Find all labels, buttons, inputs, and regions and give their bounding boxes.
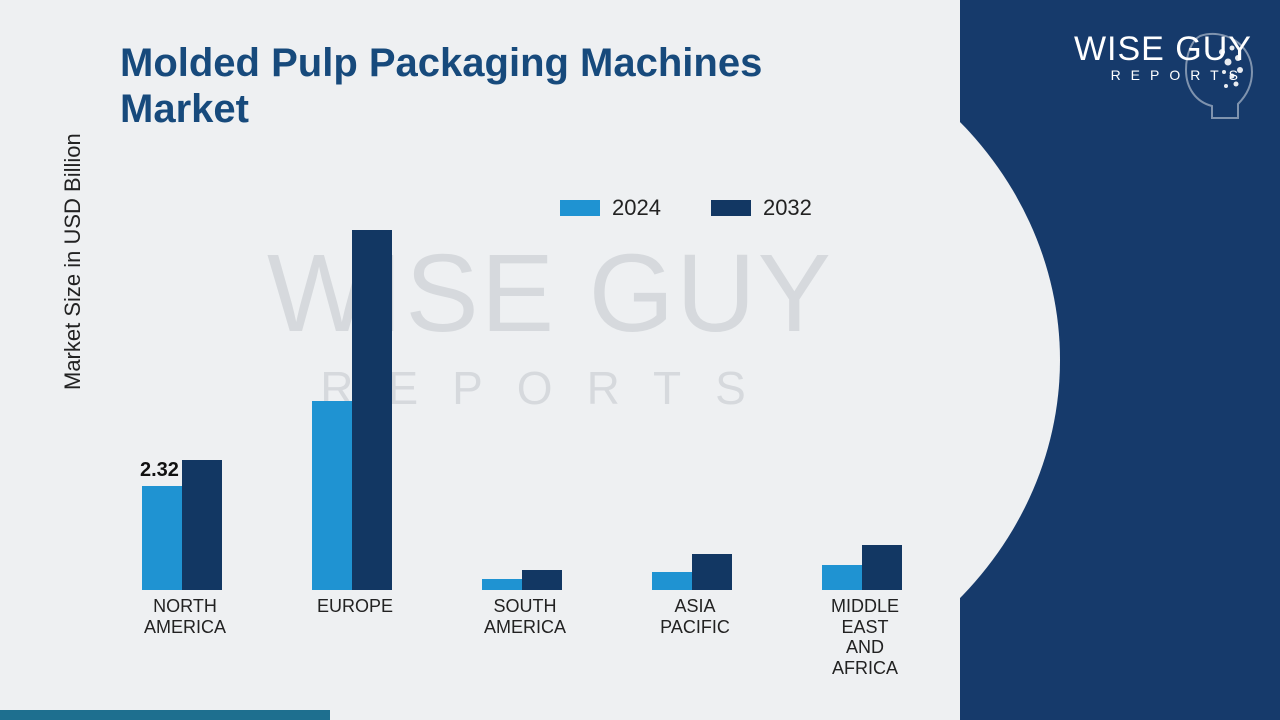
x-label-ap: ASIA PACIFIC bbox=[630, 596, 760, 637]
bar-mea-2032 bbox=[862, 545, 902, 590]
bar-na-2032 bbox=[182, 460, 222, 591]
bar-eu-2032 bbox=[352, 230, 392, 590]
bar-sa-2024 bbox=[482, 579, 522, 590]
bar-mea-2024 bbox=[822, 565, 862, 590]
legend-item-2032: 2032 bbox=[711, 195, 812, 221]
legend-label-2024: 2024 bbox=[612, 195, 661, 221]
bar-ap-2024 bbox=[652, 572, 692, 590]
bar-eu-2024 bbox=[312, 401, 352, 590]
bar-na-2024 bbox=[142, 486, 182, 590]
x-label-sa: SOUTH AMERICA bbox=[460, 596, 590, 637]
logo-head-icon bbox=[1178, 30, 1258, 120]
legend-label-2032: 2032 bbox=[763, 195, 812, 221]
bar-sa-2032 bbox=[522, 570, 562, 590]
x-label-mea: MIDDLE EAST AND AFRICA bbox=[800, 596, 930, 679]
value-label-na-a: 2.32 bbox=[140, 459, 179, 482]
x-label-na: NORTH AMERICA bbox=[120, 596, 250, 637]
y-axis-label: Market Size in USD Billion bbox=[60, 133, 86, 390]
legend: 2024 2032 bbox=[560, 195, 812, 221]
brand-logo: WISE GUY REPORTS bbox=[1074, 30, 1252, 83]
footer-strip bbox=[0, 710, 330, 720]
legend-item-2024: 2024 bbox=[560, 195, 661, 221]
chart-plot-area: 2.32 bbox=[120, 230, 940, 590]
chart-title: Molded Pulp Packaging Machines Market bbox=[120, 40, 820, 132]
legend-swatch-2032 bbox=[711, 200, 751, 216]
x-label-eu: EUROPE bbox=[290, 596, 420, 617]
legend-swatch-2024 bbox=[560, 200, 600, 216]
bar-ap-2032 bbox=[692, 554, 732, 590]
